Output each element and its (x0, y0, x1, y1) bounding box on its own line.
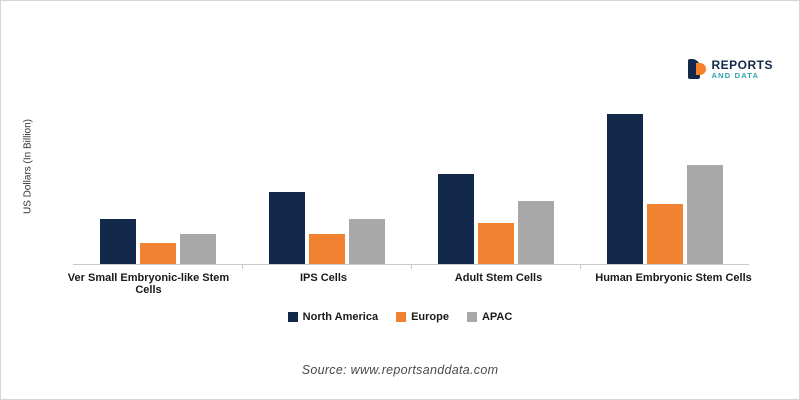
bar-group-ver-small-embryonic-like-stem-cells (99, 84, 216, 264)
logo-text-anddata: AND DATA (711, 70, 760, 80)
bar-apac (517, 201, 554, 264)
y-axis-label: US Dollars (In Billion) (22, 118, 34, 215)
x-axis-label: Ver Small Embryonic-like Stem Cells (67, 272, 230, 296)
x-axis-label: Adult Stem Cells (454, 272, 543, 284)
bar-apac (686, 165, 723, 264)
axis-tick (242, 264, 243, 269)
bar-group-human-embryonic-stem-cells (606, 84, 723, 264)
legend-label: North America (302, 311, 379, 323)
bar-group-adult-stem-cells (437, 84, 554, 264)
source-text: Source: www.reportsanddata.com (301, 363, 499, 377)
reports-and-data-logo: REPORTS AND DATA (688, 58, 773, 80)
bar-europe (477, 223, 514, 264)
legend-item-north-america: North America (287, 311, 379, 323)
rd-logo-icon (688, 59, 707, 80)
bar-europe (308, 234, 345, 264)
axis-tick (411, 264, 412, 269)
x-axis-labels: Ver Small Embryonic-like Stem Cells IPS C… (61, 272, 761, 296)
legend-label: Europe (411, 311, 449, 323)
bar-north-america (606, 114, 643, 264)
bar-group-ips-cells (268, 84, 385, 264)
legend: North America Europe APAC (1, 311, 799, 323)
legend-swatch (287, 312, 298, 322)
bar-north-america (99, 219, 136, 264)
bar-europe (646, 204, 683, 264)
legend-item-apac: APAC (466, 311, 513, 323)
legend-swatch (466, 312, 477, 322)
bar-europe (139, 243, 176, 264)
bar-apac (179, 234, 216, 264)
axis-tick (580, 264, 581, 269)
x-axis-label: IPS Cells (299, 272, 348, 284)
x-axis-label: Human Embryonic Stem Cells (595, 272, 752, 284)
legend-label: APAC (481, 311, 513, 323)
plot-area (73, 84, 749, 269)
legend-item-europe: Europe (396, 311, 449, 323)
logo-text-reports: REPORTS (711, 58, 773, 72)
legend-swatch (396, 312, 407, 322)
bar-north-america (437, 174, 474, 264)
bar-north-america (268, 192, 305, 264)
bar-apac (348, 219, 385, 264)
